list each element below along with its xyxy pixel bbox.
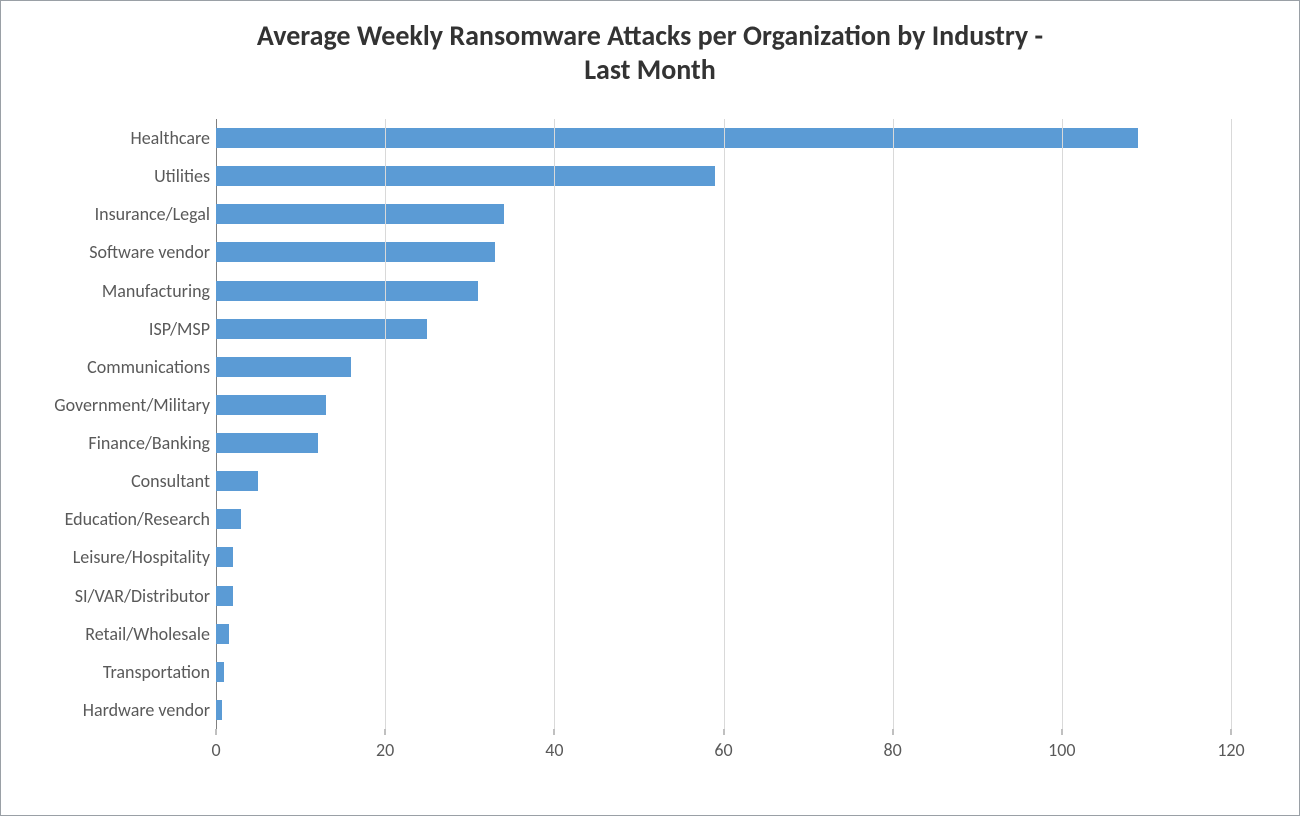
y-axis-label: Hardware vendor: [21, 701, 216, 719]
x-axis-ticks: 020406080100120: [216, 729, 1231, 753]
x-tick-mark: [1061, 729, 1062, 735]
x-tick-label: 100: [1048, 739, 1075, 761]
x-tick-mark: [554, 729, 555, 735]
x-tick-mark: [723, 729, 724, 735]
bar: [216, 128, 1138, 148]
gridline: [1231, 119, 1232, 729]
y-axis-labels: Healthcare Utilities Insurance/Legal Softwa…: [21, 119, 216, 729]
x-tick-label: 80: [884, 739, 902, 761]
x-tick-mark: [892, 729, 893, 735]
x-tick-label: 120: [1217, 739, 1244, 761]
y-axis-label: Manufacturing: [21, 282, 216, 300]
y-axis-label: Software vendor: [21, 243, 216, 261]
chart-frame: Average Weekly Ransomware Attacks per Or…: [0, 0, 1300, 816]
bar: [216, 319, 427, 339]
x-tick-label: 60: [714, 739, 732, 761]
y-axis-label: Insurance/Legal: [21, 205, 216, 223]
bar: [216, 395, 326, 415]
bar: [216, 433, 318, 453]
bar: [216, 586, 233, 606]
chart-title: Average Weekly Ransomware Attacks per Or…: [1, 1, 1299, 86]
y-axis-label: ISP/MSP: [21, 320, 216, 338]
y-axis-label: Healthcare: [21, 129, 216, 147]
bar: [216, 281, 478, 301]
gridline: [385, 119, 386, 729]
gridline: [724, 119, 725, 729]
bar: [216, 509, 241, 529]
y-axis-label: Leisure/Hospitality: [21, 548, 216, 566]
bar: [216, 624, 229, 644]
y-axis-label: Education/Research: [21, 510, 216, 528]
bar: [216, 700, 222, 720]
x-tick-label: 20: [376, 739, 394, 761]
x-tick-label: 0: [211, 739, 220, 761]
y-axis-label: SI/VAR/Distributor: [21, 587, 216, 605]
y-axis-label: Government/Military: [21, 396, 216, 414]
gridline: [1062, 119, 1063, 729]
chart-title-line2: Last Month: [584, 52, 716, 87]
y-axis-label: Retail/Wholesale: [21, 625, 216, 643]
y-axis-label: Consultant: [21, 472, 216, 490]
x-tick-mark: [216, 729, 217, 735]
chart-title-line1: Average Weekly Ransomware Attacks per Or…: [257, 18, 1043, 53]
y-axis-label: Communications: [21, 358, 216, 376]
bar: [216, 547, 233, 567]
y-axis-label: Transportation: [21, 663, 216, 681]
x-tick-label: 40: [545, 739, 563, 761]
bar: [216, 242, 495, 262]
bar: [216, 471, 258, 491]
chart-area: Healthcare Utilities Insurance/Legal Softwa…: [21, 119, 1231, 729]
y-axis-label: Utilities: [21, 167, 216, 185]
x-tick-mark: [1231, 729, 1232, 735]
y-axis-label: Finance/Banking: [21, 434, 216, 452]
gridline: [554, 119, 555, 729]
gridline: [893, 119, 894, 729]
plot-area: [216, 119, 1231, 729]
bar: [216, 357, 351, 377]
bar: [216, 166, 715, 186]
x-tick-mark: [385, 729, 386, 735]
bar: [216, 204, 504, 224]
bar: [216, 662, 224, 682]
